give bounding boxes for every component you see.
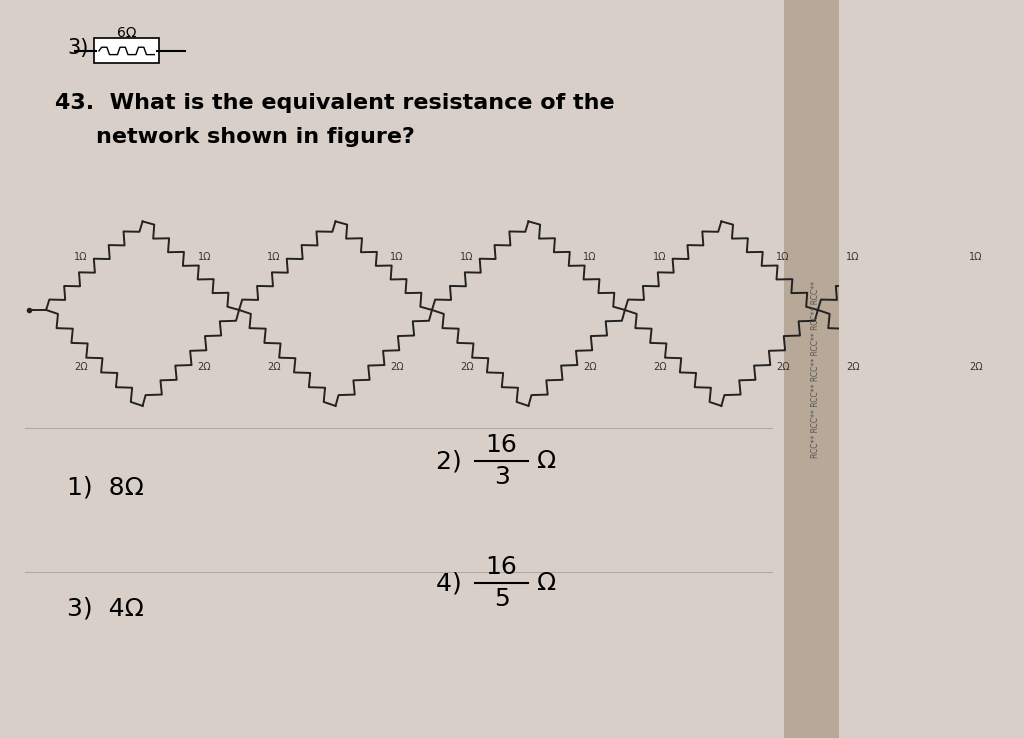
- Text: 2Ω: 2Ω: [460, 362, 474, 372]
- Text: 2Ω: 2Ω: [969, 362, 983, 372]
- Text: 2Ω: 2Ω: [267, 362, 281, 372]
- Text: 2Ω: 2Ω: [653, 362, 667, 372]
- Text: RCC** RCC** RCC** RCC** RCC** RCC** RCC**: RCC** RCC** RCC** RCC** RCC** RCC** RCC*…: [811, 280, 820, 458]
- Text: 2Ω: 2Ω: [776, 362, 790, 372]
- Text: 6Ω: 6Ω: [117, 27, 136, 40]
- Text: 3: 3: [494, 466, 510, 489]
- Text: 4): 4): [436, 571, 470, 595]
- Text: 2Ω: 2Ω: [390, 362, 404, 372]
- Text: 2Ω: 2Ω: [584, 362, 597, 372]
- Text: 1Ω: 1Ω: [460, 252, 473, 262]
- Text: 43.  What is the equivalent resistance of the: 43. What is the equivalent resistance of…: [54, 93, 614, 114]
- Text: 1Ω: 1Ω: [267, 252, 281, 262]
- Text: 3)  4Ω: 3) 4Ω: [68, 597, 144, 621]
- Text: Ω: Ω: [537, 571, 556, 595]
- Text: 3): 3): [68, 38, 88, 58]
- Text: 2Ω: 2Ω: [74, 362, 88, 372]
- Text: 1Ω: 1Ω: [198, 252, 211, 262]
- Text: 1Ω: 1Ω: [74, 252, 88, 262]
- FancyBboxPatch shape: [94, 38, 160, 63]
- Text: 1Ω: 1Ω: [776, 252, 790, 262]
- Text: 1)  8Ω: 1) 8Ω: [68, 475, 144, 499]
- Text: 1Ω: 1Ω: [653, 252, 667, 262]
- Text: 1Ω: 1Ω: [390, 252, 403, 262]
- Text: 2Ω: 2Ω: [198, 362, 211, 372]
- Text: 1Ω: 1Ω: [969, 252, 983, 262]
- Text: network shown in figure?: network shown in figure?: [96, 126, 416, 147]
- Text: Ω: Ω: [537, 449, 556, 473]
- Text: 1Ω: 1Ω: [846, 252, 859, 262]
- Text: 2): 2): [436, 449, 470, 473]
- Text: 5: 5: [494, 587, 510, 611]
- Text: 1Ω: 1Ω: [584, 252, 597, 262]
- Text: 16: 16: [485, 433, 517, 457]
- Bar: [784, 0, 839, 738]
- Text: 16: 16: [485, 555, 517, 579]
- Text: 2Ω: 2Ω: [846, 362, 859, 372]
